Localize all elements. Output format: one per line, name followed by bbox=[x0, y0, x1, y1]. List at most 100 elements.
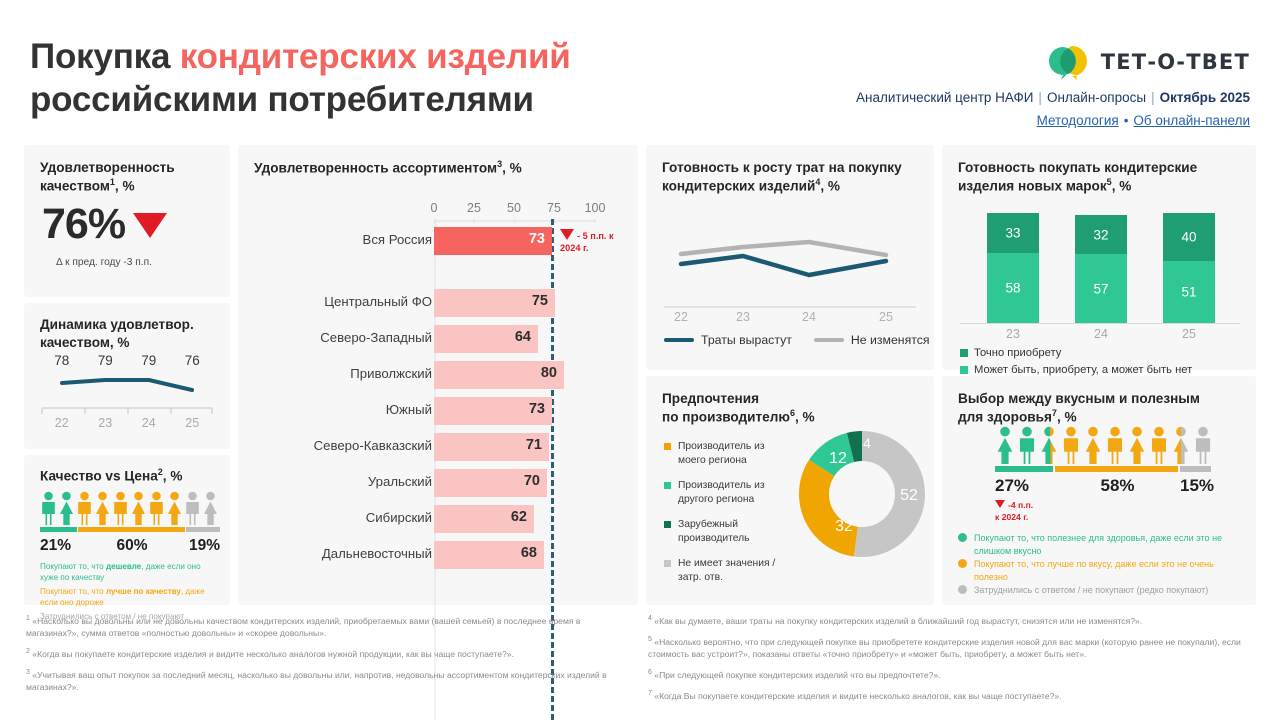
footnote-text: «Как вы думаете, ваши траты на покупку к… bbox=[654, 615, 1143, 626]
footnote-number: 3 bbox=[26, 669, 30, 677]
segment-value: 57 bbox=[1093, 281, 1109, 296]
title-superscript: 3 bbox=[497, 159, 503, 169]
pictogram-segment-bar bbox=[40, 527, 220, 532]
trend-down-icon bbox=[133, 213, 168, 238]
dynamics-value: 76 bbox=[184, 353, 200, 368]
card-title: Выбор между вкусным и полезным для здоро… bbox=[958, 390, 1200, 426]
card-title: Динамика удовлетвор. качеством, % bbox=[40, 316, 194, 352]
annotation-year: 2024 г. bbox=[560, 242, 589, 253]
legend-label: Не изменятся bbox=[850, 333, 930, 347]
logo-icon bbox=[1046, 44, 1092, 80]
title-part1: Покупка bbox=[30, 37, 180, 76]
card-title: Готовность к росту трат на покупку конди… bbox=[662, 159, 902, 195]
footnote-number: 1 bbox=[26, 615, 30, 622]
slice-value-other-region: 12 bbox=[829, 450, 847, 467]
pictogram-people-row bbox=[995, 426, 1213, 464]
pictogram-people-row bbox=[40, 491, 219, 525]
title-line-2: изделия новых марок bbox=[958, 178, 1107, 194]
footnote: 7 «Когда Вы покупаете кондитерские издел… bbox=[648, 689, 1263, 702]
segment-undecided bbox=[186, 527, 220, 532]
year-label: 25 bbox=[879, 310, 893, 324]
legend-swatch bbox=[960, 349, 968, 358]
segment-value: 33 bbox=[1005, 225, 1021, 241]
spending-line-chart bbox=[664, 239, 916, 308]
table-row: Вся Россия 73 bbox=[238, 223, 638, 259]
dynamics-sparkline bbox=[60, 378, 194, 392]
legend-swatch bbox=[664, 482, 671, 490]
legend-item-no-matter: Не имеет значения / затр. отв. bbox=[664, 557, 784, 584]
bar-value: 75 bbox=[531, 293, 548, 309]
link-methodology[interactable]: Методология bbox=[1036, 113, 1119, 128]
percent-undecided: 19% bbox=[188, 537, 220, 554]
satisfaction-value-group: 76% bbox=[42, 200, 168, 248]
person-male-icon bbox=[1107, 426, 1123, 464]
title-line-1: Выбор между вкусным и полезным bbox=[958, 391, 1200, 406]
legend-swatch bbox=[664, 338, 694, 342]
legend-post: , даже если оно дороже bbox=[40, 587, 205, 608]
year-label: 25 bbox=[1182, 327, 1196, 341]
title-superscript: 6 bbox=[789, 407, 795, 418]
card-new-brands: Готовность покупать кондитерские изделия… bbox=[942, 145, 1256, 376]
person-female-icon bbox=[168, 491, 181, 525]
segment-undecided bbox=[1180, 466, 1211, 472]
meta-date: Октябрь 2025 bbox=[1159, 90, 1250, 105]
bar-value: 71 bbox=[525, 437, 542, 453]
segment-maybe: 57 bbox=[1075, 254, 1127, 323]
bar-fill: 62 bbox=[434, 505, 534, 533]
legend-item-quality: Покупают то, что лучше по качеству, даже… bbox=[40, 586, 220, 609]
bar-fill: 75 bbox=[434, 289, 555, 317]
dynamics-axis bbox=[41, 407, 213, 414]
header-links: Методология • Об онлайн-панели bbox=[1037, 113, 1250, 128]
dynamics-value: 79 bbox=[141, 353, 157, 368]
title-unit: , % bbox=[795, 409, 815, 425]
link-online-panel[interactable]: Об онлайн-панели bbox=[1133, 113, 1250, 128]
footnote-text: «Насколько вы довольны или не довольны к… bbox=[26, 615, 581, 639]
bar-label: Северо-Кавказский bbox=[313, 438, 432, 453]
bar-label: Вся Россия bbox=[362, 232, 432, 247]
legend-label: Покупают то, что лучше по вкусу, даже ес… bbox=[974, 559, 1214, 583]
bar-value: 73 bbox=[528, 401, 545, 417]
trend-down-icon bbox=[995, 500, 1005, 508]
bar-fill: 73 bbox=[434, 397, 552, 425]
bar-value: 68 bbox=[520, 545, 537, 561]
footnote: 5 «Насколько вероятно, что при следующей… bbox=[648, 635, 1263, 660]
trend-down-icon bbox=[560, 229, 574, 240]
table-row: Центральный ФО 75 bbox=[238, 285, 638, 321]
legend-dot bbox=[958, 585, 967, 594]
bar-fill: 73 bbox=[434, 227, 552, 255]
title-line-1: Готовность к росту трат на покупку bbox=[662, 160, 902, 175]
series-unchanged bbox=[678, 239, 889, 258]
person-female-icon bbox=[204, 491, 217, 525]
slice-value-foreign: 4 bbox=[863, 435, 871, 451]
bar-fill: 64 bbox=[434, 325, 538, 353]
legend-bold: лучше по качеству bbox=[105, 587, 181, 596]
legend-item-undecided: Затруднились с ответом / не покупают bbox=[40, 612, 185, 621]
title-line-2: качеством bbox=[40, 178, 110, 194]
title-text: Удовлетворенность ассортиментом bbox=[254, 160, 498, 176]
footnote-text: «Учитывая ваш опыт покупок за последний … bbox=[26, 670, 607, 693]
footnote: 1 «Насколько вы довольны или не довольны… bbox=[26, 614, 626, 639]
footnote-number: 6 bbox=[648, 669, 652, 677]
legend-item-maybe: Может быть, приобрету, а может быть нет bbox=[960, 362, 1192, 379]
segment-cheaper bbox=[40, 527, 77, 532]
legend-label: Траты вырастут bbox=[701, 333, 792, 347]
table-row: Северо-Западный 64 bbox=[238, 321, 638, 357]
year-label: 22 bbox=[54, 416, 69, 430]
card-title: Предпочтения по производителю6, % bbox=[662, 390, 815, 426]
card-quality-vs-price: Качество vs Цена2, % 21% 60% 19% bbox=[24, 455, 230, 621]
card-satisfaction-dynamics: Динамика удовлетвор. качеством, % 78 79 … bbox=[24, 303, 230, 449]
dynamics-value: 78 bbox=[54, 353, 70, 368]
footnote-text: «При следующей покупке кондитерских изде… bbox=[654, 670, 941, 681]
satisfaction-value: 76% bbox=[42, 200, 126, 248]
title-superscript: 5 bbox=[1106, 176, 1112, 187]
bar-value: 70 bbox=[523, 473, 540, 489]
table-row: Уральский 70 bbox=[238, 465, 638, 501]
delta-value: -4 п.п. bbox=[1008, 500, 1034, 510]
footnote: 6 «При следующей покупке кондитерских из… bbox=[648, 668, 1263, 681]
slice-my-region bbox=[799, 431, 925, 557]
scale-tick: 75 bbox=[547, 201, 561, 215]
title-unit: , % bbox=[1056, 409, 1077, 425]
segment-value: 58 bbox=[1005, 280, 1021, 296]
footnote: 3 «Учитывая ваш опыт покупок за последни… bbox=[26, 668, 626, 693]
segment-maybe: 58 bbox=[987, 253, 1039, 323]
